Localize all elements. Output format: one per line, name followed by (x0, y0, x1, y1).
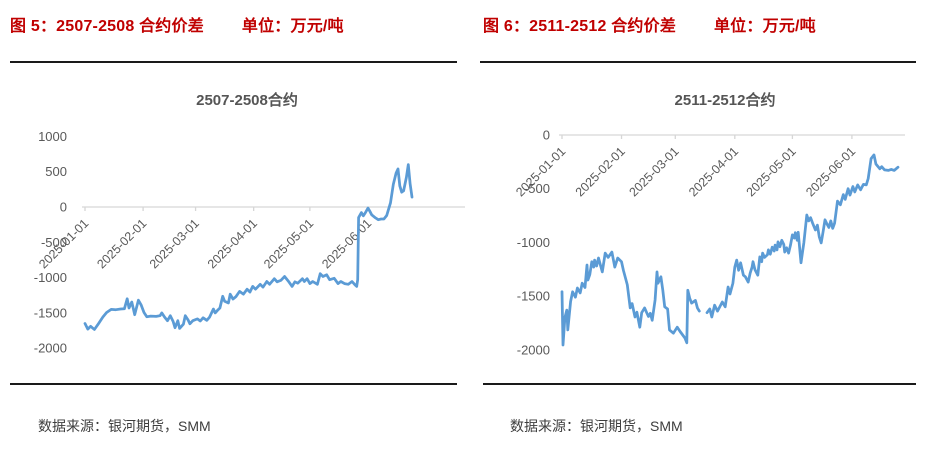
figure6-top-divider (480, 61, 916, 63)
y-axis-tick-label: -2000 (517, 342, 550, 357)
figure5-bottom-divider (10, 383, 457, 385)
x-axis-tick-label: 2025-04-01 (205, 216, 260, 271)
y-axis-tick-label: -1500 (34, 305, 67, 320)
figure5-header: 图 5：2507-2508 合约价差 单位：万元/吨 (10, 12, 467, 36)
series-line (83, 163, 414, 331)
y-axis-tick-label: 1000 (38, 129, 67, 144)
chart-title: 2511-2512合约 (675, 91, 776, 109)
y-axis-tick-label: -500 (524, 181, 550, 196)
y-axis-tick-label: 0 (543, 128, 550, 143)
y-axis-tick-label: 500 (45, 164, 67, 179)
figure6-header-title: 图 6：2511-2512 合约价差 (483, 18, 677, 35)
x-axis-tick-label: 2025-02-01 (573, 144, 628, 199)
figure5-header-title: 图 5：2507-2508 合约价差 (10, 18, 204, 35)
figure5-data-source: 数据来源：银河期货，SMM (38, 418, 211, 434)
x-axis-tick-label: 2025-04-01 (686, 144, 741, 199)
x-axis-tick-label: 2025-06-01 (319, 216, 374, 271)
figure5-header-unit: 单位：万元/吨 (241, 18, 344, 35)
figure6-header-unit: 单位：万元/吨 (714, 18, 816, 35)
y-axis-tick-label: -2000 (34, 341, 67, 356)
series-line (560, 153, 900, 347)
y-axis-tick-label: 0 (60, 200, 67, 215)
y-axis-tick-label: -1000 (517, 235, 550, 250)
x-axis-tick-label: 2025-05-01 (744, 144, 799, 199)
figure5-top-divider (10, 61, 457, 63)
x-axis-tick-label: 2025-03-01 (627, 144, 682, 199)
x-axis-tick-label: 2025-05-01 (261, 216, 316, 271)
chart-title: 2507-2508合约 (196, 91, 298, 109)
x-axis-tick-label: 2025-02-01 (94, 216, 149, 271)
figure6-bottom-divider (483, 383, 916, 385)
figure6-panel: 图 6：2511-2512 合约价差 单位：万元/吨 2511-2512合约 202… (473, 0, 947, 450)
figure6-data-source: 数据来源：银河期货，SMM (510, 418, 683, 434)
x-axis-tick-label: 2025-03-01 (147, 216, 202, 271)
y-axis-tick-label: -500 (41, 235, 67, 250)
y-axis-tick-label: -1000 (34, 270, 67, 285)
figure6-header: 图 6：2511-2512 合约价差 单位：万元/吨 (483, 12, 941, 36)
y-axis-tick-label: -1500 (517, 289, 550, 304)
figure5-panel: 图 5：2507-2508 合约价差 单位：万元/吨 2507-2508合约 202… (0, 0, 473, 450)
